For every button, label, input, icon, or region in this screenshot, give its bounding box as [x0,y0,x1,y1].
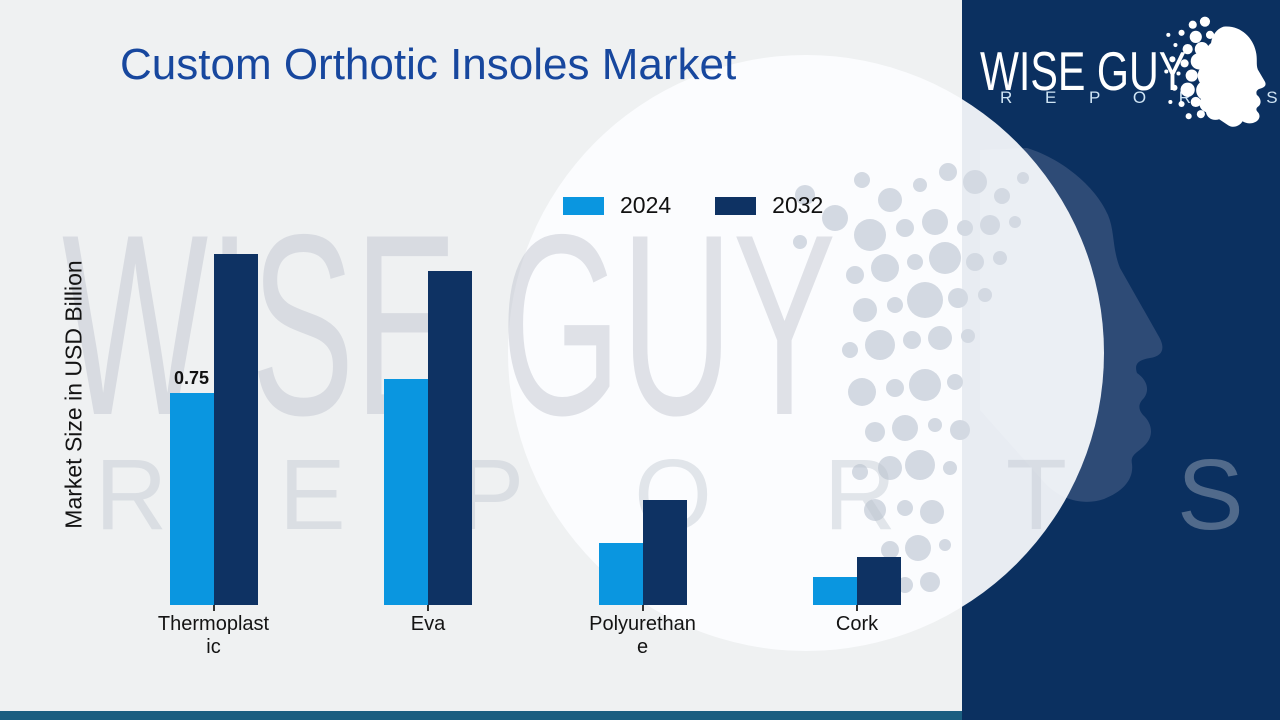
bar-2024-cork [813,577,857,605]
x-axis-tick [641,605,644,611]
bar-2024-polyurethane [598,543,643,605]
x-axis-tick [427,605,429,611]
category-label-thermoplastic: Thermoplast ic [157,613,270,658]
category-label-cork: Cork [835,613,879,635]
bar-2024-thermoplastic [169,393,214,605]
bar-2032-thermoplastic [213,254,258,605]
chart-legend: 2024 2032 [563,192,823,219]
legend-item-2032: 2032 [715,192,823,219]
legend-swatch-2024 [563,196,604,215]
bottom-accent-strip [0,711,962,720]
legend-swatch-2032 [715,196,757,215]
legend-label-2024: 2024 [620,192,672,218]
bar-2032-polyurethane [642,500,687,605]
bar-value-label: 0.75 [173,368,210,388]
category-label-polyurethane: Polyurethan e [589,613,696,658]
bar-2024-eva [384,379,428,605]
legend-item-2024: 2024 [563,192,671,219]
bar-2032-eva [428,271,472,605]
chart-title: Custom Orthotic Insoles Market [120,40,737,89]
legend-label-2032: 2032 [772,192,824,218]
bar-2032-cork [857,557,901,605]
brand-logo-name: WISE GUY [980,40,1187,102]
y-axis-label: Market Size in USD Billion [60,260,87,529]
category-label-eva: Eva [410,613,446,635]
brand-head-logo-icon [1164,16,1266,127]
watermark-brand-tagline: R E P O R T S [95,439,1280,551]
x-axis-tick [856,605,858,611]
x-axis-tick [212,605,215,611]
